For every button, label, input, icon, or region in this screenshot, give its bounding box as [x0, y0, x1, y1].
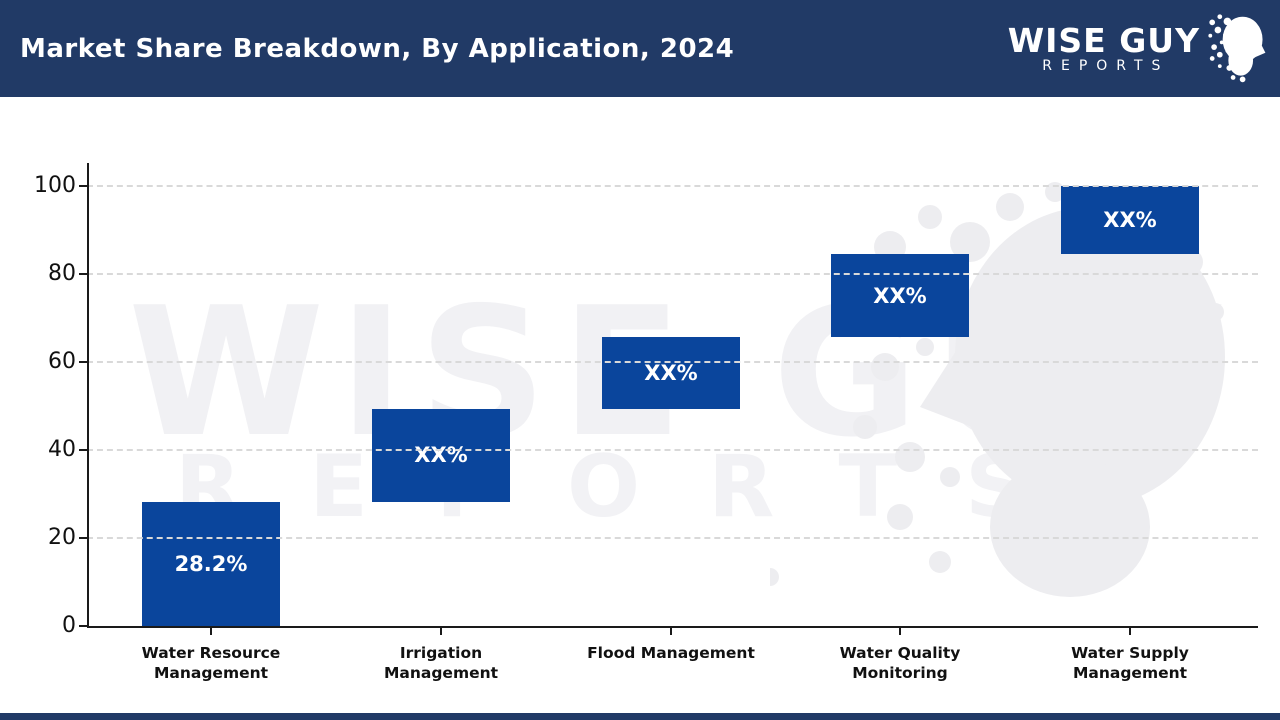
gridline-20: [87, 537, 1258, 539]
x-category-label: Irrigation Management: [383, 644, 499, 682]
x-tick-mark-1: [440, 628, 442, 635]
logo-text: WISE GUY REPORTS: [1007, 21, 1200, 75]
watermark-subtitle: REPORTS: [175, 437, 1096, 537]
x-tick-mark-0: [210, 628, 212, 635]
bar-segment: XX%: [372, 409, 510, 502]
y-tick-mark-80: [79, 273, 87, 275]
bar-segment: XX%: [831, 253, 969, 338]
chart-area: WISE GUY REPORTS 02040608010028.2%XX%XX%…: [0, 97, 1280, 713]
footer-bar: [0, 713, 1280, 720]
x-category-label: Water Resource Management: [141, 644, 281, 682]
gridline-40: [87, 449, 1258, 451]
x-tick-mark-4: [1129, 628, 1131, 635]
bar-value-label: XX%: [644, 361, 698, 386]
page-title: Market Share Breakdown, By Application, …: [20, 33, 735, 64]
y-tick-label-0: 0: [62, 613, 76, 638]
x-category-label: Water Supply Management: [1071, 644, 1189, 682]
bar-value-label: XX%: [873, 283, 927, 308]
y-tick-label-80: 80: [48, 261, 76, 286]
bar-value-label: XX%: [1103, 207, 1157, 232]
y-tick-label-100: 100: [34, 173, 76, 198]
x-axis-line: [87, 626, 1258, 628]
bar-value-label: 28.2%: [174, 551, 248, 576]
y-tick-label-20: 20: [48, 525, 76, 550]
bar-segment: XX%: [1061, 186, 1199, 254]
y-tick-label-60: 60: [48, 349, 76, 374]
bar-segment: 28.2%: [142, 501, 280, 626]
head-silhouette-icon: [1208, 14, 1266, 83]
y-tick-mark-0: [79, 625, 87, 627]
y-tick-mark-20: [79, 537, 87, 539]
x-category-label: Water Quality Monitoring: [839, 644, 961, 682]
logo-subtitle: REPORTS: [1042, 58, 1170, 74]
gridline-60: [87, 361, 1258, 363]
bar-value-label: XX%: [414, 443, 468, 468]
header-bar: Market Share Breakdown, By Application, …: [0, 0, 1280, 97]
y-tick-mark-40: [79, 449, 87, 451]
gridline-80: [87, 273, 1258, 275]
x-category-label: Flood Management: [587, 644, 755, 662]
x-tick-mark-3: [899, 628, 901, 635]
wise-guy-reports-logo: WISE GUY REPORTS: [1006, 8, 1266, 90]
y-tick-mark-100: [79, 185, 87, 187]
x-tick-mark-2: [670, 628, 672, 635]
y-tick-mark-60: [79, 361, 87, 363]
logo-wordmark: WISE GUY: [1007, 21, 1200, 60]
gridline-100: [87, 185, 1258, 187]
y-tick-label-40: 40: [48, 437, 76, 462]
bar-segment: XX%: [602, 337, 740, 410]
y-axis-line: [87, 163, 89, 628]
